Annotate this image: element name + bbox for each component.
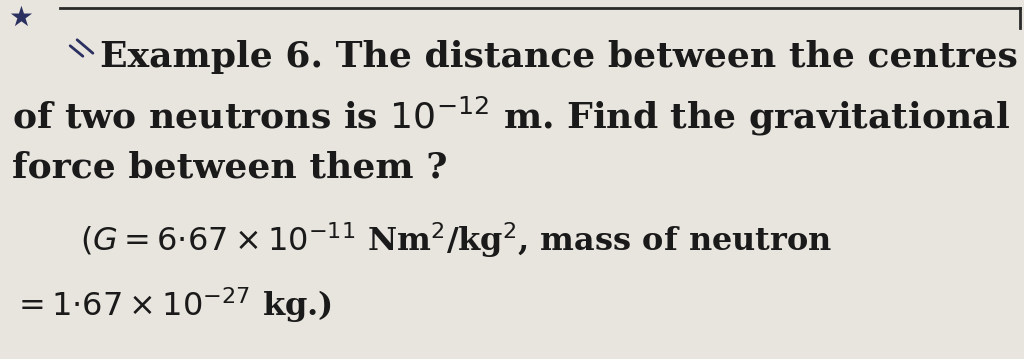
Text: Example 6. The distance between the centres: Example 6. The distance between the cent… [100,40,1018,74]
Text: of two neutrons is $10^{-12}$ m. Find the gravitational: of two neutrons is $10^{-12}$ m. Find th… [12,95,1010,138]
Text: $(G = 6{\cdot}67 \times 10^{-11}$ Nm$^2$/kg$^2$, mass of neutron: $(G = 6{\cdot}67 \times 10^{-11}$ Nm$^2$… [80,220,833,260]
Text: force between them ?: force between them ? [12,150,447,184]
Text: $= 1{\cdot}67 \times 10^{-27}$ kg.): $= 1{\cdot}67 \times 10^{-27}$ kg.) [12,285,332,325]
Text: $\bigstar$: $\bigstar$ [8,5,33,32]
